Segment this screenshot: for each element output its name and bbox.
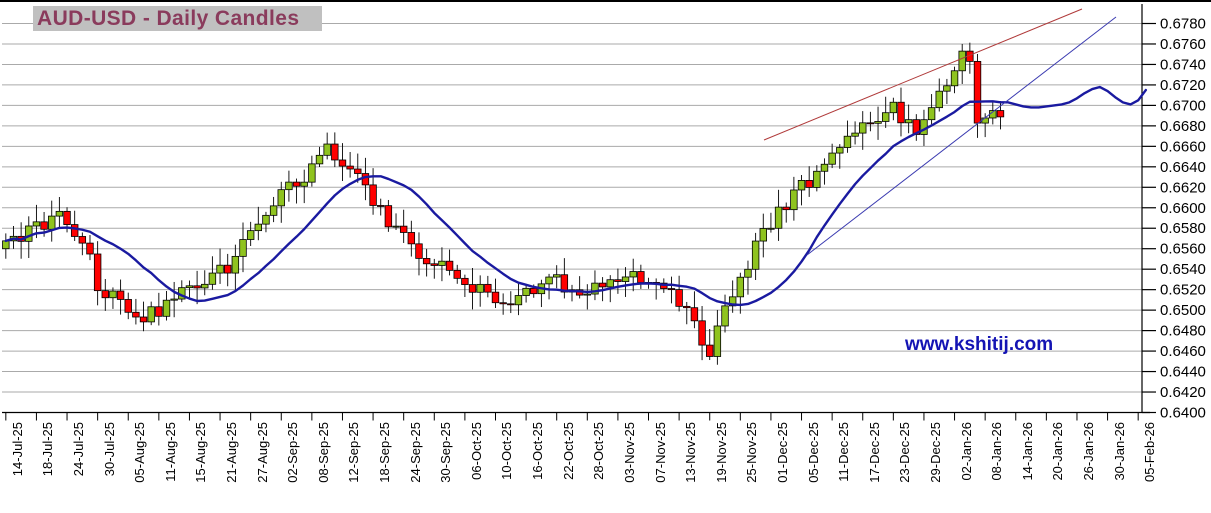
svg-text:0.6480: 0.6480 (1160, 323, 1206, 340)
svg-text:0.6500: 0.6500 (1160, 302, 1206, 319)
svg-text:0.6640: 0.6640 (1160, 159, 1206, 176)
svg-text:0.6740: 0.6740 (1160, 56, 1206, 73)
svg-text:0.6460: 0.6460 (1160, 343, 1206, 360)
svg-text:0.6660: 0.6660 (1160, 138, 1206, 155)
svg-text:0.6760: 0.6760 (1160, 36, 1206, 53)
svg-text:0.6680: 0.6680 (1160, 118, 1206, 135)
svg-text:0.6700: 0.6700 (1160, 97, 1206, 114)
svg-text:0.6440: 0.6440 (1160, 364, 1206, 381)
svg-text:0.6780: 0.6780 (1160, 16, 1206, 33)
svg-text:0.6400: 0.6400 (1160, 405, 1206, 422)
svg-text:0.6720: 0.6720 (1160, 77, 1206, 94)
svg-text:0.6420: 0.6420 (1160, 384, 1206, 401)
svg-text:0.6620: 0.6620 (1160, 179, 1206, 196)
svg-text:0.6540: 0.6540 (1160, 261, 1206, 278)
svg-text:0.6600: 0.6600 (1160, 200, 1206, 217)
svg-text:0.6580: 0.6580 (1160, 220, 1206, 237)
svg-text:0.6520: 0.6520 (1160, 282, 1206, 299)
svg-text:0.6560: 0.6560 (1160, 241, 1206, 258)
